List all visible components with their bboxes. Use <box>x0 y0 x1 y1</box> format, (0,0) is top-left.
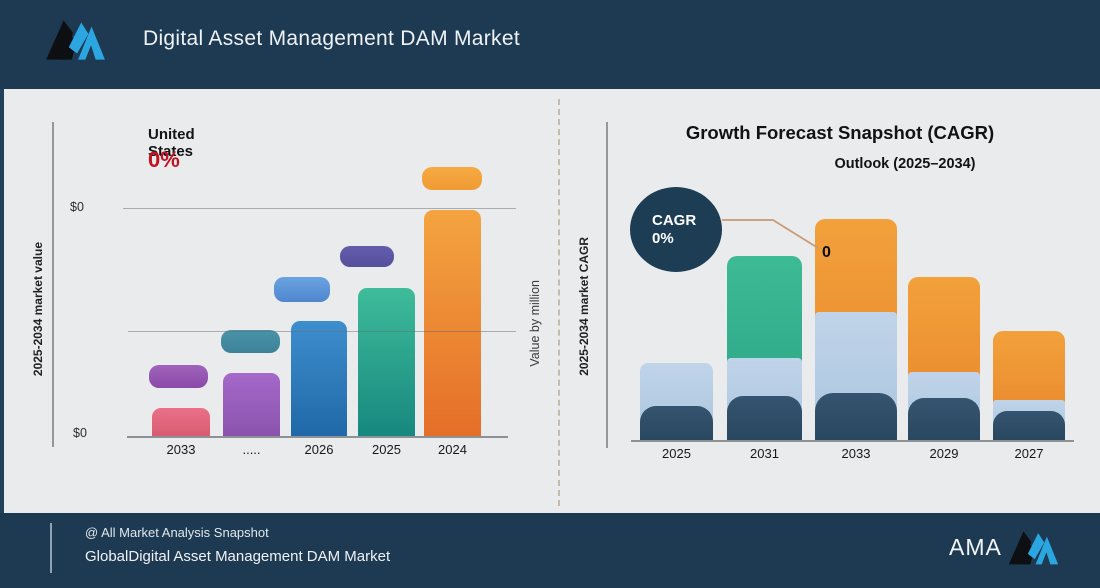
bar-segment-2031 <box>727 396 802 441</box>
bar-cap-2024 <box>422 167 482 190</box>
bar-2025 <box>358 288 415 437</box>
left-right-axis-label: Value by million <box>528 280 542 367</box>
footer-brand-text: AMA <box>949 534 1002 560</box>
left-chart-highlight-value: 0% <box>148 147 180 172</box>
header-bar <box>0 0 1100 89</box>
left-x-axis-line <box>127 436 508 438</box>
right-y-axis-line <box>606 122 608 448</box>
bar-..... <box>223 373 280 437</box>
right-y-axis-label: 2025-2034 market CAGR <box>577 237 591 376</box>
bar-segment-2027 <box>993 411 1065 441</box>
bar-cap-2025 <box>340 246 394 267</box>
footer-divider <box>50 523 52 573</box>
bar-2033 <box>152 408 210 437</box>
bar-segment-2029 <box>908 398 980 441</box>
footer-ama-logo-icon <box>1007 526 1059 568</box>
page-title: Digital Asset Management DAM Market <box>143 27 520 50</box>
cagr-badge-value: 0% <box>652 229 674 247</box>
bar-cap-2026 <box>274 277 330 302</box>
x-tick-label: ..... <box>242 442 261 457</box>
footer-source: GlobalDigital Asset Management DAM Marke… <box>85 548 391 565</box>
gridline-lower <box>128 331 516 332</box>
x-tick-label: 2025 <box>662 446 691 461</box>
x-tick-label: 2029 <box>929 446 959 461</box>
left-y-axis-line <box>52 122 54 447</box>
x-tick-label: 2031 <box>750 446 779 461</box>
x-tick-label: 2024 <box>438 442 467 457</box>
cagr-badge-label: CAGR <box>652 211 697 229</box>
panel-separator <box>558 99 560 506</box>
footer-bar <box>0 513 1100 588</box>
x-tick-label: 2027 <box>1014 446 1044 461</box>
bar-cap-..... <box>221 330 280 353</box>
y-tick-bottom: $0 <box>73 426 87 440</box>
y-tick-top: $0 <box>70 200 84 214</box>
cagr-badge: CAGR 0% <box>630 187 722 272</box>
x-tick-label: 2033 <box>166 442 196 457</box>
bar-cap-2033 <box>149 365 208 388</box>
left-chart-title: United States <box>148 126 195 160</box>
bar-segment-2033 <box>815 393 897 441</box>
bar-segment-2025 <box>640 406 713 441</box>
ama-logo-icon <box>44 15 106 63</box>
x-tick-label: 2033 <box>841 446 871 461</box>
right-chart-title: Growth Forecast Snapshot (CAGR) <box>685 122 995 143</box>
bar-data-label: 0 <box>822 244 831 261</box>
x-tick-label: 2025 <box>372 442 401 457</box>
left-y-axis-label: 2025-2034 market value <box>31 242 45 377</box>
bar-2026 <box>291 321 347 437</box>
bar-2024 <box>424 210 481 437</box>
footer-note: @ All Market Analysis Snapshot <box>85 525 269 540</box>
left-edge-strip <box>0 89 4 513</box>
right-x-axis-line <box>631 440 1074 442</box>
right-chart-subtitle: Outlook (2025–2034) <box>834 156 976 172</box>
gridline-upper <box>123 208 516 209</box>
x-tick-label: 2026 <box>304 442 334 457</box>
badge-connector-line <box>720 215 822 253</box>
